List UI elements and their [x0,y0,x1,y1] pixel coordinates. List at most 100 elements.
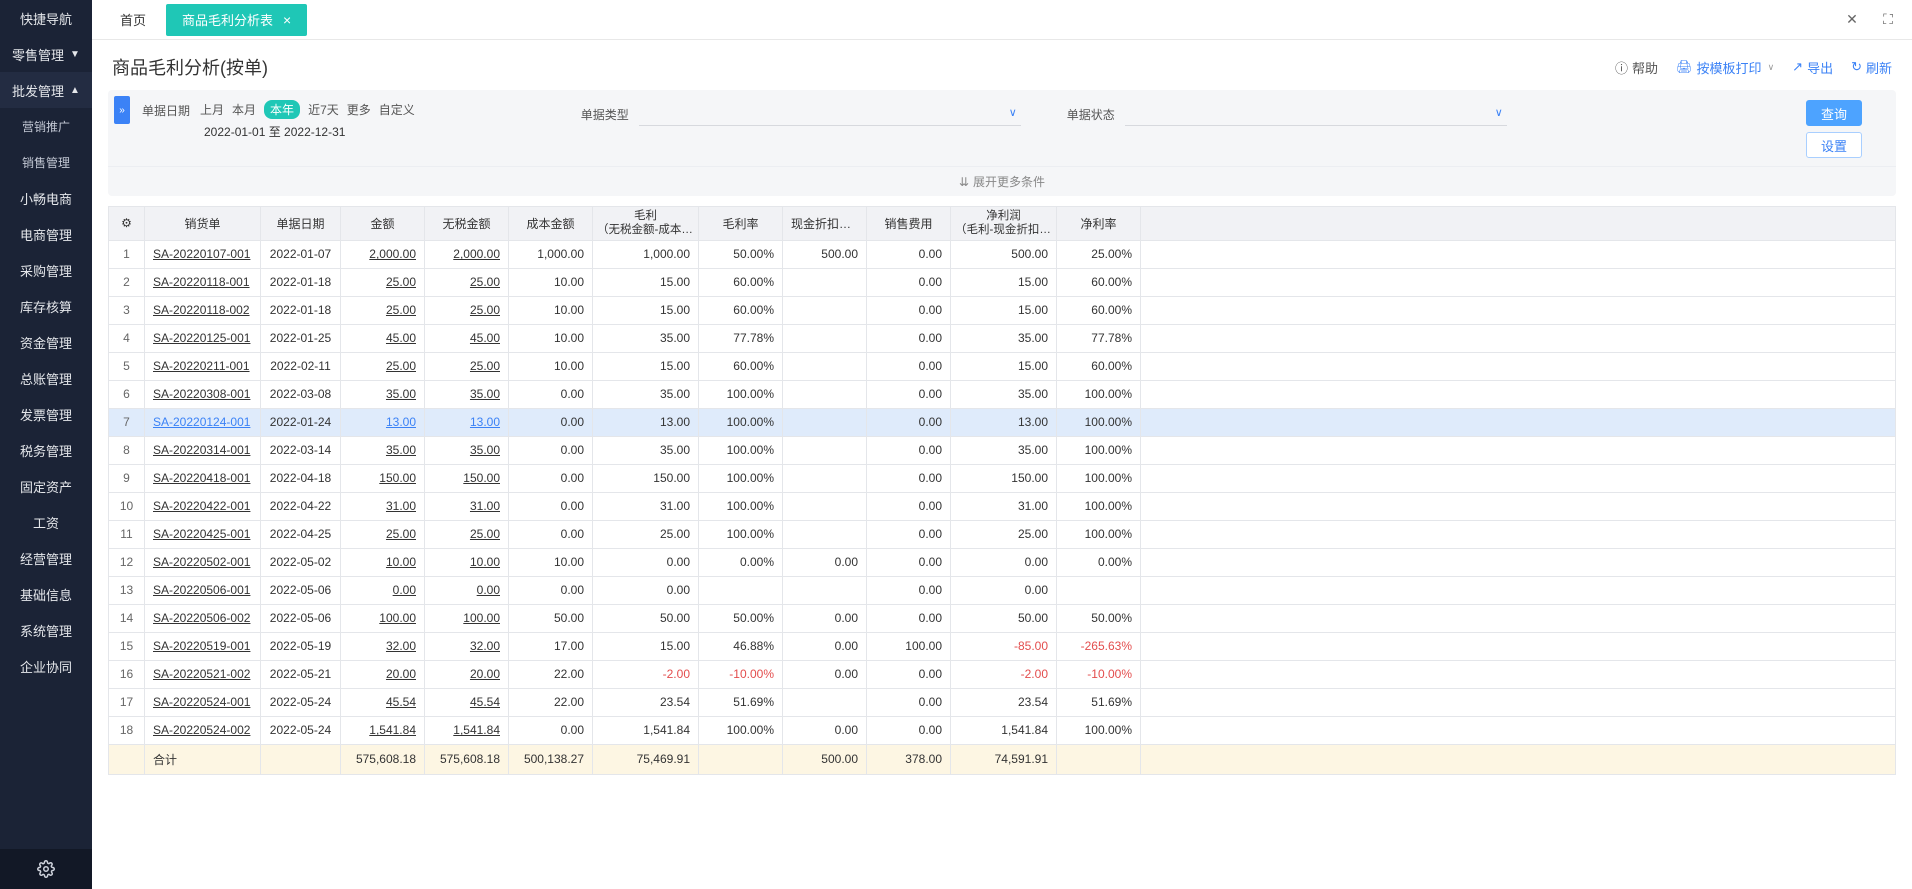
col-header-1: 单据日期 [261,207,341,241]
query-button[interactable]: 查询 [1806,100,1862,126]
table-row[interactable]: 1SA-20220107-0012022-01-072,000.002,000.… [109,240,1896,268]
col-header-3: 无税金额 [425,207,509,241]
bill-link[interactable]: SA-20220502-001 [153,555,250,569]
main-content: 首页 商品毛利分析表 × ✕ ⛶ 商品毛利分析(按单) ⓘ帮助 🖨按模板打印∨ … [92,0,1912,889]
bill-link[interactable]: SA-20220524-002 [153,723,250,737]
export-button[interactable]: ↗导出 [1792,58,1833,77]
date-opt-1[interactable]: 本月 [232,101,256,118]
status-select[interactable]: ∨ [1125,100,1507,126]
expand-icon[interactable]: ⛶ [1876,8,1900,32]
gear-icon[interactable]: ⚙ [109,207,145,241]
sidebar-item-14[interactable]: 工资 [0,504,92,540]
sidebar-item-18[interactable]: 企业协同 [0,648,92,684]
table-row[interactable]: 10SA-20220422-0012022-04-2231.0031.000.0… [109,492,1896,520]
bill-link[interactable]: SA-20220308-001 [153,387,250,401]
table-row[interactable]: 5SA-20220211-0012022-02-1125.0025.0010.0… [109,352,1896,380]
chevron-icon: ▲ [70,85,80,96]
sidebar-item-10[interactable]: 总账管理 [0,360,92,396]
date-options: 上月本月本年近7天更多自定义 [200,100,415,119]
date-opt-3[interactable]: 近7天 [308,101,339,118]
col-header-9: 净利润（毛利-现金折扣-销售费用） [951,207,1057,241]
date-opt-2[interactable]: 本年 [264,100,300,119]
sidebar-item-8[interactable]: 库存核算 [0,288,92,324]
table-row[interactable]: 16SA-20220521-0022022-05-2120.0020.0022.… [109,660,1896,688]
table-row[interactable]: 2SA-20220118-0012022-01-1825.0025.0010.0… [109,268,1896,296]
close-tab-icon[interactable]: ✕ [1840,8,1864,32]
table-wrap[interactable]: ⚙销货单单据日期金额无税金额成本金额毛利（无税金额-成本金额）毛利率现金折扣金额… [92,206,1912,889]
bill-link[interactable]: SA-20220124-001 [153,415,250,429]
sidebar-item-3[interactable]: 营销推广 [0,108,92,144]
table-row[interactable]: 11SA-20220425-0012022-04-2525.0025.000.0… [109,520,1896,548]
sidebar-item-5[interactable]: 小畅电商 [0,180,92,216]
sidebar-item-2[interactable]: 批发管理▲ [0,72,92,108]
table-row[interactable]: 15SA-20220519-0012022-05-1932.0032.0017.… [109,632,1896,660]
date-opt-0[interactable]: 上月 [200,101,224,118]
date-opt-5[interactable]: 自定义 [379,101,415,118]
help-button[interactable]: ⓘ帮助 [1615,58,1658,77]
sidebar-item-15[interactable]: 经营管理 [0,540,92,576]
bill-link[interactable]: SA-20220425-001 [153,527,250,541]
sidebar-item-13[interactable]: 固定资产 [0,468,92,504]
bill-link[interactable]: SA-20220506-002 [153,611,250,625]
col-header-5: 毛利（无税金额-成本金额） [593,207,699,241]
page-title: 商品毛利分析(按单) [112,54,268,80]
chevron-icon: ▼ [70,49,80,60]
sidebar-item-17[interactable]: 系统管理 [0,612,92,648]
table-row[interactable]: 6SA-20220308-0012022-03-0835.0035.000.00… [109,380,1896,408]
bill-link[interactable]: SA-20220107-001 [153,247,250,261]
table-row[interactable]: 18SA-20220524-0022022-05-241,541.841,541… [109,716,1896,744]
sidebar-item-0[interactable]: 快捷导航 [0,0,92,36]
date-range: 2022-01-01 至 2022-12-31 [204,123,345,140]
page-header: 商品毛利分析(按单) ⓘ帮助 🖨按模板打印∨ ↗导出 ↻刷新 [92,40,1912,90]
sidebar-item-11[interactable]: 发票管理 [0,396,92,432]
type-label: 单据类型 [581,104,629,123]
bill-link[interactable]: SA-20220211-001 [153,359,250,373]
close-icon[interactable]: × [283,12,291,28]
type-select[interactable]: ∨ [639,100,1021,126]
bill-link[interactable]: SA-20220524-001 [153,695,250,709]
tab-home[interactable]: 首页 [104,4,162,36]
table-row[interactable]: 14SA-20220506-0022022-05-06100.00100.005… [109,604,1896,632]
table-row[interactable]: 9SA-20220418-0012022-04-18150.00150.000.… [109,464,1896,492]
table-row[interactable]: 4SA-20220125-0012022-01-2545.0045.0010.0… [109,324,1896,352]
print-button[interactable]: 🖨按模板打印∨ [1676,58,1774,77]
bill-link[interactable]: SA-20220118-002 [153,303,250,317]
sidebar-item-16[interactable]: 基础信息 [0,576,92,612]
refresh-button[interactable]: ↻刷新 [1851,58,1892,77]
settings-icon[interactable] [0,849,92,889]
sidebar-item-6[interactable]: 电商管理 [0,216,92,252]
chevron-down-icon: ∨ [1495,106,1503,119]
tab-bar: 首页 商品毛利分析表 × ✕ ⛶ [92,0,1912,40]
table-row[interactable]: 17SA-20220524-0012022-05-2445.5445.5422.… [109,688,1896,716]
total-label: 合计 [145,744,261,774]
bill-link[interactable]: SA-20220506-001 [153,583,250,597]
bill-link[interactable]: SA-20220519-001 [153,639,250,653]
sidebar: 快捷导航零售管理▼批发管理▲营销推广销售管理小畅电商电商管理采购管理库存核算资金… [0,0,92,889]
expand-filters[interactable]: ⇊展开更多条件 [108,166,1896,196]
settings-button[interactable]: 设置 [1806,132,1862,158]
date-opt-4[interactable]: 更多 [347,101,371,118]
table-row[interactable]: 12SA-20220502-0012022-05-0210.0010.0010.… [109,548,1896,576]
table-row[interactable]: 3SA-20220118-0022022-01-1825.0025.0010.0… [109,296,1896,324]
col-header-2: 金额 [341,207,425,241]
sidebar-item-1[interactable]: 零售管理▼ [0,36,92,72]
sidebar-item-12[interactable]: 税务管理 [0,432,92,468]
bill-link[interactable]: SA-20220422-001 [153,499,250,513]
tab-active[interactable]: 商品毛利分析表 × [166,4,307,36]
bill-link[interactable]: SA-20220118-001 [153,275,250,289]
bill-link[interactable]: SA-20220418-001 [153,471,250,485]
col-header-4: 成本金额 [509,207,593,241]
data-table: ⚙销货单单据日期金额无税金额成本金额毛利（无税金额-成本金额）毛利率现金折扣金额… [108,206,1896,775]
date-label: 单据日期 [142,100,190,119]
col-header-10: 净利率 [1057,207,1141,241]
table-row[interactable]: 13SA-20220506-0012022-05-060.000.000.000… [109,576,1896,604]
bill-link[interactable]: SA-20220314-001 [153,443,250,457]
table-row[interactable]: 7SA-20220124-0012022-01-2413.0013.000.00… [109,408,1896,436]
sidebar-item-7[interactable]: 采购管理 [0,252,92,288]
table-row[interactable]: 8SA-20220314-0012022-03-1435.0035.000.00… [109,436,1896,464]
bill-link[interactable]: SA-20220125-001 [153,331,250,345]
bill-link[interactable]: SA-20220521-002 [153,667,250,681]
sidebar-item-9[interactable]: 资金管理 [0,324,92,360]
collapse-filter-icon[interactable]: » [114,96,130,124]
sidebar-item-4[interactable]: 销售管理 [0,144,92,180]
